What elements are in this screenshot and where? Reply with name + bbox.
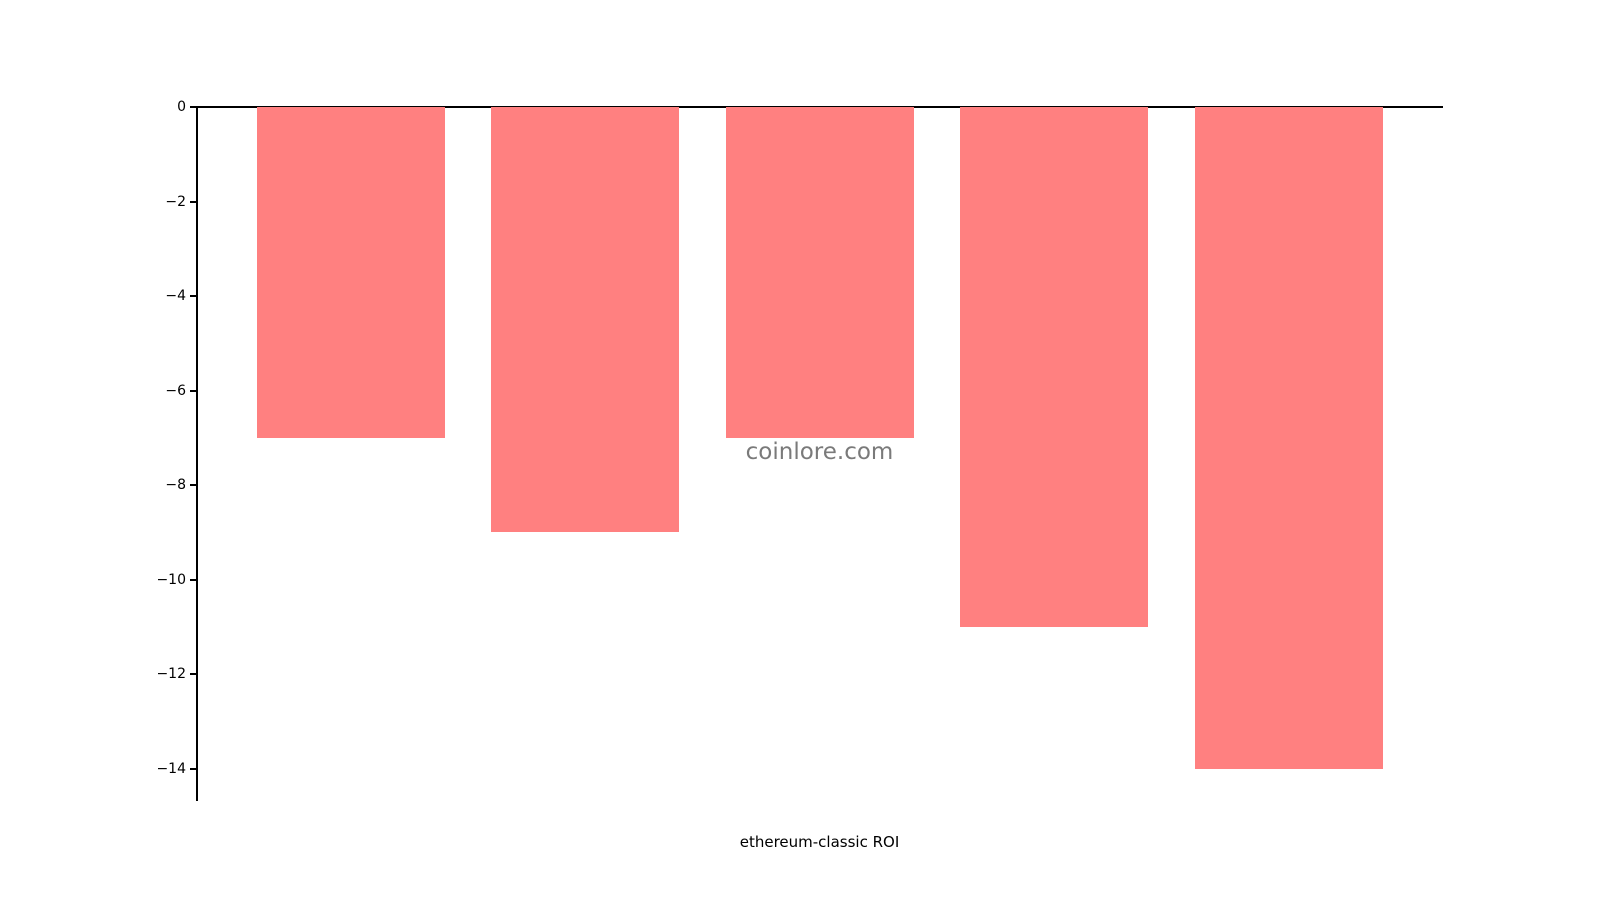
bar — [960, 107, 1148, 627]
y-tick-label: −10 — [156, 571, 186, 588]
bar — [491, 107, 679, 533]
y-tick-label: −6 — [165, 382, 186, 399]
y-tick-mark — [190, 484, 197, 486]
y-tick-label: −14 — [156, 760, 186, 777]
y-tick-label: −4 — [165, 288, 186, 304]
y-tick-mark — [190, 578, 197, 581]
y-tick-label: 0 — [177, 99, 186, 115]
y-tick-label: −8 — [165, 477, 186, 493]
y-tick-mark — [190, 767, 197, 770]
y-tick-mark — [190, 106, 197, 108]
bar — [725, 107, 914, 438]
y-tick-mark — [190, 673, 197, 675]
bar — [1194, 107, 1383, 769]
y-tick-mark — [190, 389, 197, 392]
watermark-text: coinlore.com — [745, 439, 894, 465]
y-tick-mark — [190, 295, 197, 297]
bar — [256, 107, 445, 438]
y-tick-label: −12 — [156, 666, 186, 682]
x-axis-label: ethereum-classic ROI — [739, 833, 900, 851]
y-axis-line — [196, 106, 198, 801]
x-axis-zero-line — [196, 105, 1443, 108]
y-tick-label: −2 — [165, 193, 186, 210]
y-tick-mark — [190, 200, 197, 203]
